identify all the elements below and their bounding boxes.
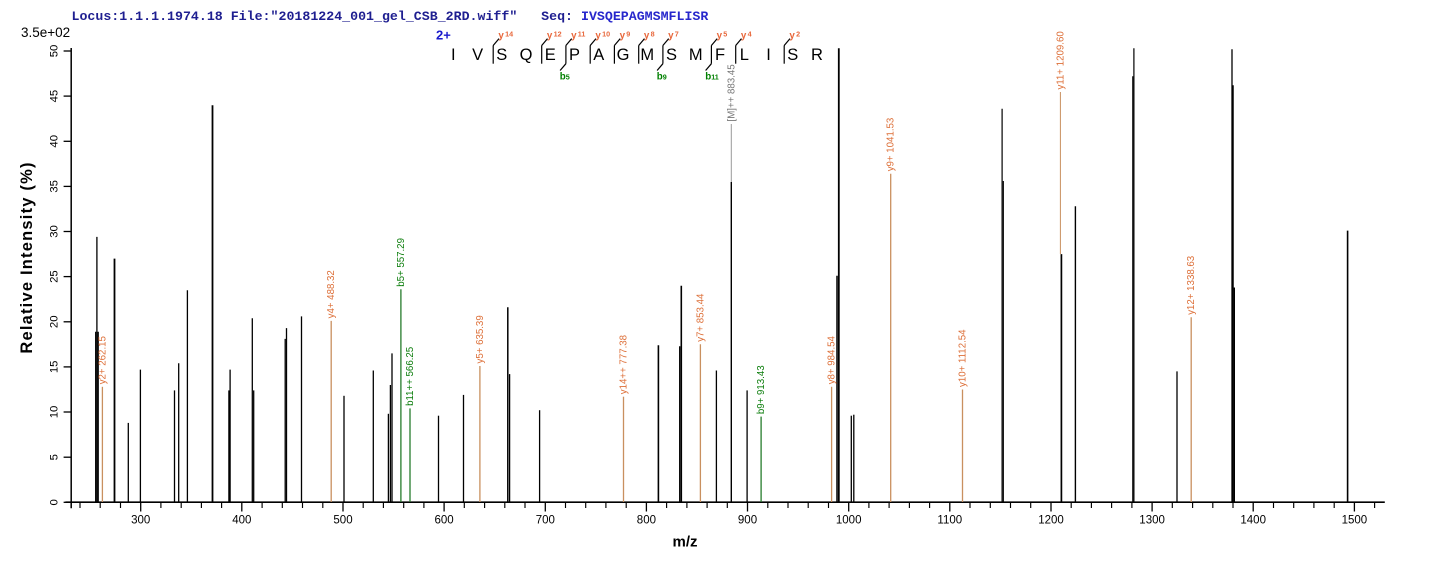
- svg-text:15: 15: [49, 361, 61, 374]
- svg-text:y11+ 1209.60: y11+ 1209.60: [1056, 31, 1067, 90]
- svg-text:y: y: [717, 30, 723, 41]
- svg-text:y4+ 488.32: y4+ 488.32: [326, 270, 337, 318]
- svg-text:V: V: [472, 46, 483, 64]
- svg-text:500: 500: [333, 515, 352, 527]
- svg-text:2: 2: [796, 29, 800, 38]
- svg-text:14: 14: [505, 29, 513, 38]
- svg-text:L: L: [740, 46, 749, 64]
- svg-text:b11++ 566.25: b11++ 566.25: [405, 347, 416, 406]
- svg-text:y12+ 1338.63: y12+ 1338.63: [1186, 256, 1197, 315]
- svg-text:A: A: [593, 46, 604, 64]
- svg-text:45: 45: [49, 90, 61, 103]
- svg-text:5: 5: [49, 454, 61, 460]
- svg-text:40: 40: [49, 135, 61, 148]
- svg-text:I: I: [766, 46, 771, 64]
- svg-text:y: y: [644, 30, 650, 41]
- svg-text:1300: 1300: [1139, 515, 1165, 527]
- svg-text:b: b: [560, 72, 566, 83]
- svg-text:Q: Q: [520, 46, 533, 64]
- svg-text:20: 20: [49, 316, 61, 329]
- svg-text:11: 11: [711, 73, 719, 82]
- svg-text:50: 50: [49, 45, 61, 58]
- svg-text:P: P: [569, 46, 580, 64]
- svg-text:[M]++ 883.45: [M]++ 883.45: [726, 64, 737, 121]
- svg-text:8: 8: [651, 29, 655, 38]
- svg-text:M: M: [689, 46, 703, 64]
- svg-text:9: 9: [626, 29, 630, 38]
- svg-text:5: 5: [723, 29, 727, 38]
- svg-text:G: G: [617, 46, 630, 64]
- svg-text:M: M: [640, 46, 654, 64]
- svg-text:y: y: [741, 30, 747, 41]
- svg-text:S: S: [787, 46, 798, 64]
- svg-text:12: 12: [554, 29, 562, 38]
- svg-text:y: y: [789, 30, 795, 41]
- svg-text:y8+ 984.54: y8+ 984.54: [827, 335, 838, 384]
- svg-text:y9+ 1041.53: y9+ 1041.53: [886, 118, 897, 172]
- svg-text:25: 25: [49, 270, 61, 283]
- svg-text:y: y: [571, 30, 577, 41]
- svg-text:800: 800: [637, 515, 656, 527]
- svg-text:35: 35: [49, 180, 61, 193]
- svg-text:1100: 1100: [937, 515, 962, 527]
- svg-text:600: 600: [435, 515, 454, 527]
- svg-text:b9+ 913.43: b9+ 913.43: [756, 365, 767, 414]
- svg-text:b5+ 557.29: b5+ 557.29: [396, 238, 407, 287]
- svg-text:E: E: [545, 46, 556, 64]
- svg-text:R: R: [811, 46, 823, 64]
- svg-text:y10+ 1112.54: y10+ 1112.54: [957, 329, 968, 387]
- svg-text:3.5e+02: 3.5e+02: [21, 25, 70, 40]
- svg-text:y14++ 777.38: y14++ 777.38: [618, 335, 629, 394]
- svg-text:11: 11: [578, 29, 586, 38]
- svg-text:y7+ 853.44: y7+ 853.44: [695, 293, 706, 342]
- svg-text:5: 5: [566, 73, 570, 82]
- svg-text:1500: 1500: [1342, 515, 1368, 527]
- svg-text:1000: 1000: [836, 515, 862, 527]
- svg-text:1200: 1200: [1038, 515, 1064, 527]
- svg-text:700: 700: [536, 515, 555, 527]
- svg-text:30: 30: [49, 225, 61, 238]
- svg-text:b: b: [657, 72, 663, 83]
- svg-text:1400: 1400: [1240, 515, 1266, 527]
- svg-text:y2+ 262.15: y2+ 262.15: [97, 336, 108, 384]
- svg-text:9: 9: [663, 73, 667, 82]
- svg-text:S: S: [496, 46, 507, 64]
- svg-text:y5+ 635.39: y5+ 635.39: [475, 315, 486, 363]
- svg-text:I: I: [451, 46, 456, 64]
- svg-text:10: 10: [602, 29, 610, 38]
- svg-text:y: y: [547, 30, 553, 41]
- svg-text:900: 900: [738, 515, 757, 527]
- svg-text:Relative Intensity (%): Relative Intensity (%): [18, 161, 36, 353]
- svg-text:b: b: [705, 72, 711, 83]
- svg-text:0: 0: [49, 499, 61, 505]
- svg-text:y: y: [595, 30, 601, 41]
- svg-text:m/z: m/z: [673, 534, 698, 551]
- svg-text:y: y: [620, 30, 626, 41]
- svg-text:F: F: [715, 46, 725, 64]
- svg-text:10: 10: [49, 406, 61, 419]
- svg-text:S: S: [666, 46, 677, 64]
- svg-text:2+: 2+: [436, 28, 451, 43]
- svg-text:y: y: [498, 30, 504, 41]
- svg-text:y: y: [668, 30, 674, 41]
- svg-text:300: 300: [131, 515, 150, 527]
- svg-text:Locus:1.1.1.1974.18 File:"2018: Locus:1.1.1.1974.18 File:"20181224_001_g…: [72, 9, 709, 24]
- svg-text:7: 7: [675, 29, 679, 38]
- svg-text:4: 4: [748, 29, 752, 38]
- svg-text:400: 400: [232, 515, 251, 527]
